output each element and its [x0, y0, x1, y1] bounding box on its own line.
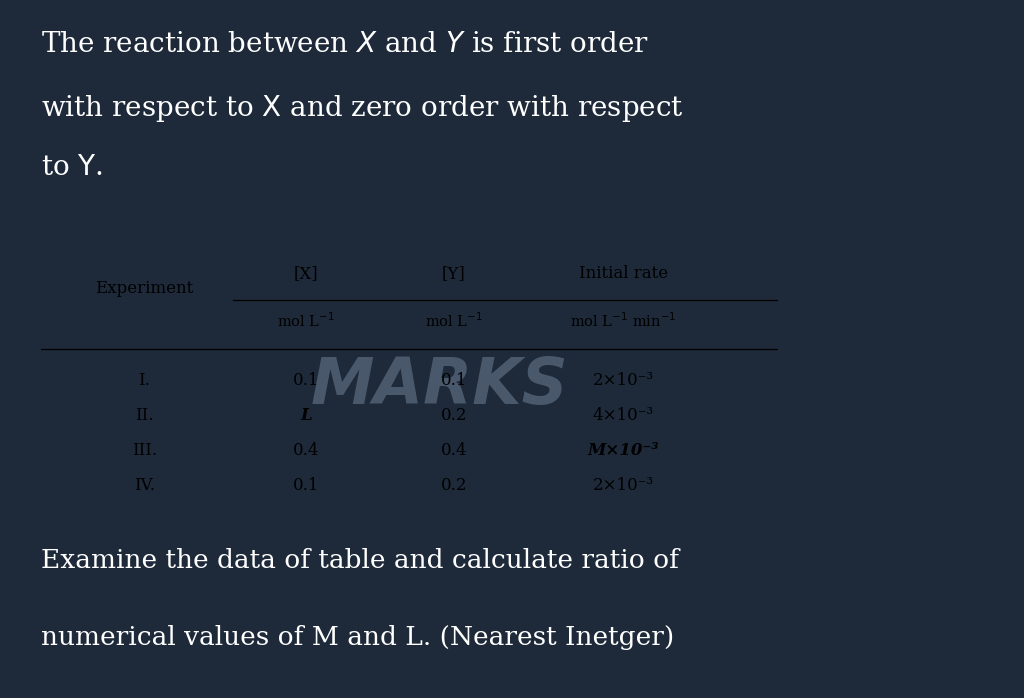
Text: The reaction between $\mathit{X}$ and $\mathit{Y}$ is first order: The reaction between $\mathit{X}$ and $\… — [41, 31, 649, 59]
Text: 0.4: 0.4 — [440, 443, 467, 459]
Text: mol L$^{-1}$: mol L$^{-1}$ — [425, 311, 482, 329]
Text: 0.2: 0.2 — [440, 477, 467, 494]
Text: II.: II. — [135, 407, 154, 424]
Text: numerical values of M and L. (Nearest Inetger): numerical values of M and L. (Nearest In… — [41, 625, 674, 650]
Text: to $\mathrm{Y}$.: to $\mathrm{Y}$. — [41, 154, 102, 181]
Text: [X]: [X] — [294, 265, 318, 282]
Text: 2×10⁻³: 2×10⁻³ — [593, 372, 654, 389]
Text: 0.2: 0.2 — [440, 407, 467, 424]
Text: M×10⁻³: M×10⁻³ — [588, 443, 659, 459]
Text: 0.1: 0.1 — [293, 477, 319, 494]
Text: 0.1: 0.1 — [440, 372, 467, 389]
Text: 4×10⁻³: 4×10⁻³ — [593, 407, 654, 424]
Text: Examine the data of table and calculate ratio of: Examine the data of table and calculate … — [41, 548, 679, 573]
Text: 0.4: 0.4 — [293, 443, 319, 459]
Text: Initial rate: Initial rate — [579, 265, 668, 282]
Text: IV.: IV. — [134, 477, 155, 494]
Text: MARKS: MARKS — [310, 355, 568, 417]
Text: L: L — [300, 407, 312, 424]
Text: Experiment: Experiment — [95, 280, 194, 297]
Text: I.: I. — [138, 372, 151, 389]
Text: III.: III. — [132, 443, 157, 459]
Text: 2×10⁻³: 2×10⁻³ — [593, 477, 654, 494]
Text: [Y]: [Y] — [442, 265, 466, 282]
Text: mol L$^{-1}$ min$^{-1}$: mol L$^{-1}$ min$^{-1}$ — [570, 311, 677, 329]
Text: with respect to $\mathrm{X}$ and zero order with respect: with respect to $\mathrm{X}$ and zero or… — [41, 93, 684, 124]
Text: mol L$^{-1}$: mol L$^{-1}$ — [278, 311, 335, 329]
Text: 0.1: 0.1 — [293, 372, 319, 389]
